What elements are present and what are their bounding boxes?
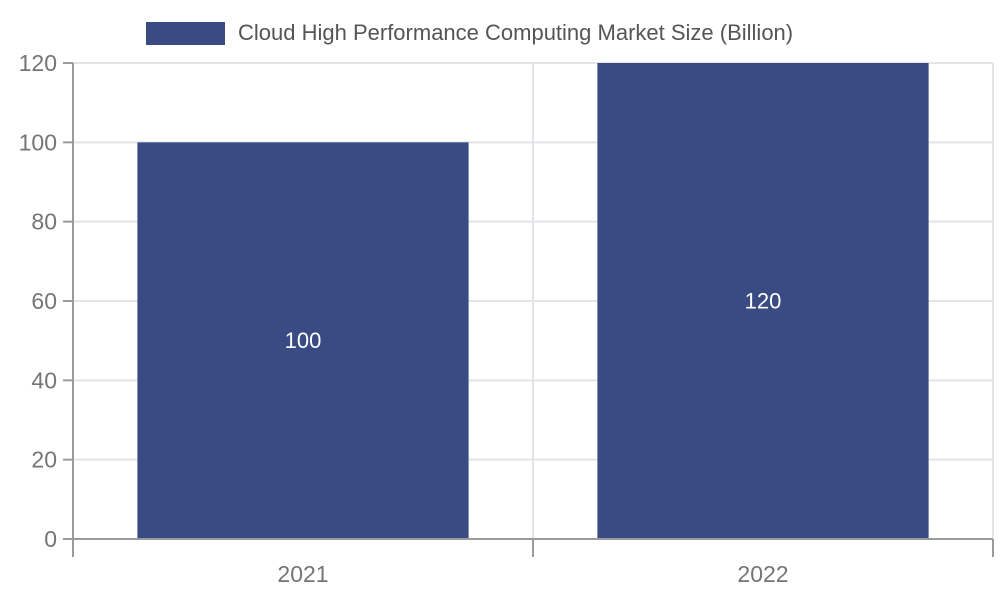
bar[interactable]: [137, 142, 469, 540]
y-tick-label: 20: [31, 447, 57, 473]
x-tick-label: 2021: [277, 561, 328, 587]
y-tick-label: 60: [31, 288, 57, 314]
bar[interactable]: [597, 63, 929, 539]
y-tick-label: 100: [19, 129, 57, 155]
legend-label: Cloud High Performance Computing Market …: [238, 20, 794, 45]
y-tick-label: 80: [31, 209, 57, 235]
y-tick-label: 0: [44, 526, 57, 552]
bar-value-label: 120: [745, 289, 782, 314]
x-tick-label: 2022: [737, 561, 788, 587]
bar-value-label: 100: [285, 328, 322, 353]
y-tick-label: 120: [19, 50, 57, 76]
y-tick-label: 40: [31, 367, 57, 393]
legend-swatch-icon: [146, 21, 225, 45]
legend-item[interactable]: Cloud High Performance Computing Market …: [146, 19, 793, 47]
